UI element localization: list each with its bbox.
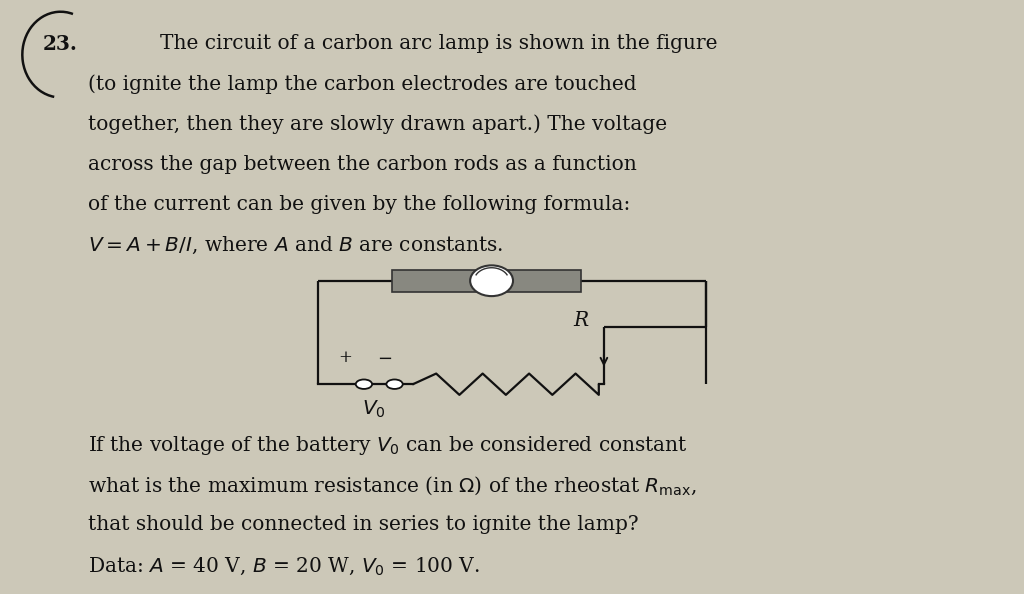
Text: of the current can be given by the following formula:: of the current can be given by the follo… xyxy=(88,195,631,214)
Text: that should be connected in series to ignite the lamp?: that should be connected in series to ig… xyxy=(88,515,639,534)
Text: across the gap between the carbon rods as a function: across the gap between the carbon rods a… xyxy=(88,154,637,173)
Text: R: R xyxy=(573,311,589,330)
Text: If the voltage of the battery $V_0$ can be considered constant: If the voltage of the battery $V_0$ can … xyxy=(88,434,688,457)
Text: Data: $A$ = 40 V, $B$ = 20 W, $V_0$ = 100 V.: Data: $A$ = 40 V, $B$ = 20 W, $V_0$ = 10… xyxy=(88,555,480,577)
Circle shape xyxy=(355,380,372,389)
Text: −: − xyxy=(377,350,392,368)
Text: what is the maximum resistance (in $\Omega$) of the rheostat $R_{\mathrm{max}}$,: what is the maximum resistance (in $\Ome… xyxy=(88,475,696,497)
Text: The circuit of a carbon arc lamp is shown in the figure: The circuit of a carbon arc lamp is show… xyxy=(160,34,717,53)
Text: $V_0$: $V_0$ xyxy=(362,399,386,421)
Text: (to ignite the lamp the carbon electrodes are touched: (to ignite the lamp the carbon electrode… xyxy=(88,74,637,94)
Bar xyxy=(392,270,489,292)
Text: 23.: 23. xyxy=(42,34,77,54)
Circle shape xyxy=(386,380,402,389)
Text: together, then they are slowly drawn apart.) The voltage: together, then they are slowly drawn apa… xyxy=(88,114,668,134)
Ellipse shape xyxy=(470,266,513,296)
Text: $V = A + B/I$, where $A$ and $B$ are constants.: $V = A + B/I$, where $A$ and $B$ are con… xyxy=(88,235,504,256)
Bar xyxy=(495,270,581,292)
Text: +: + xyxy=(339,349,352,366)
